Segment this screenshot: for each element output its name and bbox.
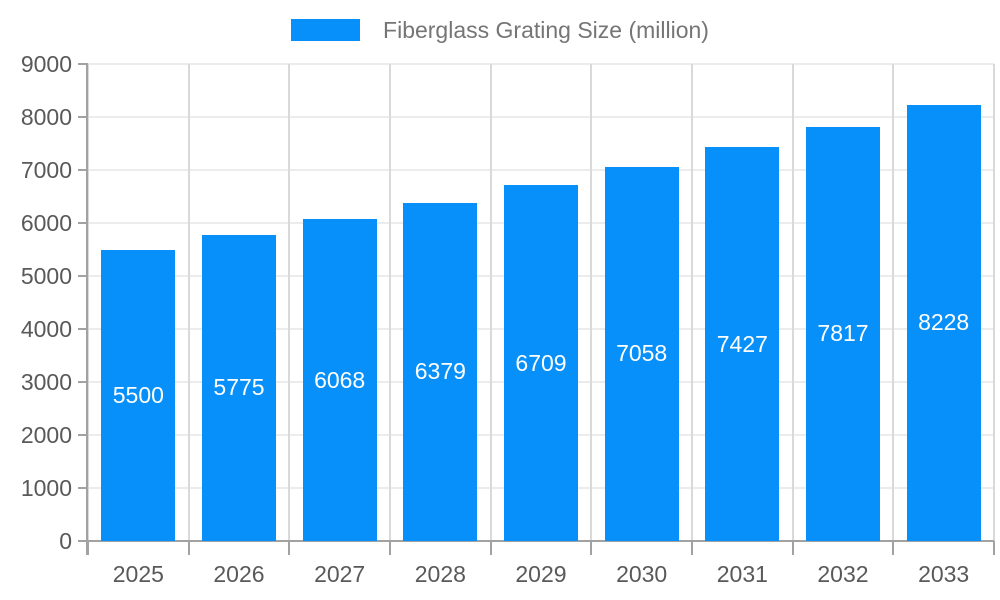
bar-value-label: 7817: [817, 320, 869, 347]
bar: 6379: [403, 202, 478, 541]
bar: 5500: [101, 249, 176, 541]
bar-value-label: 8228: [918, 309, 970, 336]
gridline-vertical: [489, 64, 492, 541]
gridline-horizontal: [88, 116, 994, 118]
gridline-vertical: [187, 64, 190, 541]
bar: 7058: [604, 166, 679, 541]
bar-value-label: 5500: [112, 381, 164, 408]
gridline-vertical: [791, 64, 794, 541]
bar: 6068: [302, 219, 377, 541]
x-tick-label: 2028: [414, 561, 466, 587]
y-tick-label: 3000: [20, 369, 72, 395]
x-axis-tick: [993, 541, 995, 555]
y-tick-label: 1000: [20, 475, 72, 501]
x-axis-tick: [892, 541, 895, 555]
legend-item[interactable]: Fiberglass Grating Size (million): [291, 16, 709, 44]
x-tick-label: 2031: [716, 561, 768, 587]
x-tick-label: 2030: [616, 561, 668, 587]
x-tick-label: 2025: [112, 561, 164, 587]
x-axis-tick: [791, 541, 794, 555]
gridline-vertical: [691, 64, 693, 541]
x-axis-tick: [590, 541, 593, 555]
gridline-vertical: [993, 64, 995, 541]
y-tick-label: 0: [59, 528, 72, 554]
legend-label: Fiberglass Grating Size (million): [383, 17, 709, 43]
bar: 5775: [202, 234, 276, 541]
gridline-vertical: [87, 64, 89, 541]
y-axis-tick: [78, 116, 88, 118]
y-tick-label: 4000: [20, 316, 72, 342]
bar-value-label: 5775: [213, 374, 265, 401]
gridline-vertical: [590, 64, 593, 541]
y-axis-tick: [78, 63, 88, 65]
gridline-horizontal: [88, 63, 994, 65]
x-tick-label: 2032: [817, 561, 869, 587]
bar: 7817: [806, 126, 880, 541]
x-tick-label: 2029: [515, 561, 567, 587]
y-axis-tick: [78, 434, 88, 436]
gridline-vertical: [892, 64, 895, 541]
y-tick-label: 8000: [20, 104, 72, 130]
y-axis-line: [86, 64, 88, 555]
y-axis-tick: [78, 169, 88, 171]
bar: 6709: [504, 185, 578, 541]
y-axis-tick: [78, 381, 88, 383]
y-axis-tick: [78, 328, 88, 330]
x-axis-tick: [87, 541, 89, 555]
bar-value-label: 7058: [616, 340, 668, 367]
bar-value-label: 6068: [314, 366, 366, 393]
y-axis-tick: [78, 222, 88, 224]
x-tick-label: 2026: [213, 561, 265, 587]
y-tick-label: 2000: [20, 422, 72, 448]
x-axis-tick: [389, 541, 391, 555]
gridline-vertical: [389, 64, 391, 541]
y-axis-tick: [78, 275, 88, 277]
x-tick-label: 2027: [314, 561, 366, 587]
y-axis-tick: [78, 540, 88, 542]
y-axis-tick: [78, 487, 88, 489]
x-axis-tick: [288, 541, 291, 555]
gridline-vertical: [288, 64, 291, 541]
bar: 7427: [705, 147, 780, 541]
legend-swatch: [291, 19, 361, 41]
bar-value-label: 6709: [515, 349, 567, 376]
x-axis-line: [88, 540, 994, 542]
y-tick-label: 7000: [20, 157, 72, 183]
gridline-horizontal: [88, 169, 994, 171]
y-tick-label: 5000: [20, 263, 72, 289]
bar: 8228: [906, 104, 981, 541]
x-axis-tick: [489, 541, 492, 555]
bar-value-label: 7427: [716, 330, 768, 357]
y-tick-label: 6000: [20, 210, 72, 236]
bar-value-label: 6379: [414, 358, 466, 385]
x-tick-label: 2033: [918, 561, 970, 587]
y-tick-label: 9000: [20, 51, 72, 77]
x-axis-tick: [691, 541, 693, 555]
x-axis-tick: [187, 541, 190, 555]
legend: Fiberglass Grating Size (million): [0, 16, 1000, 44]
